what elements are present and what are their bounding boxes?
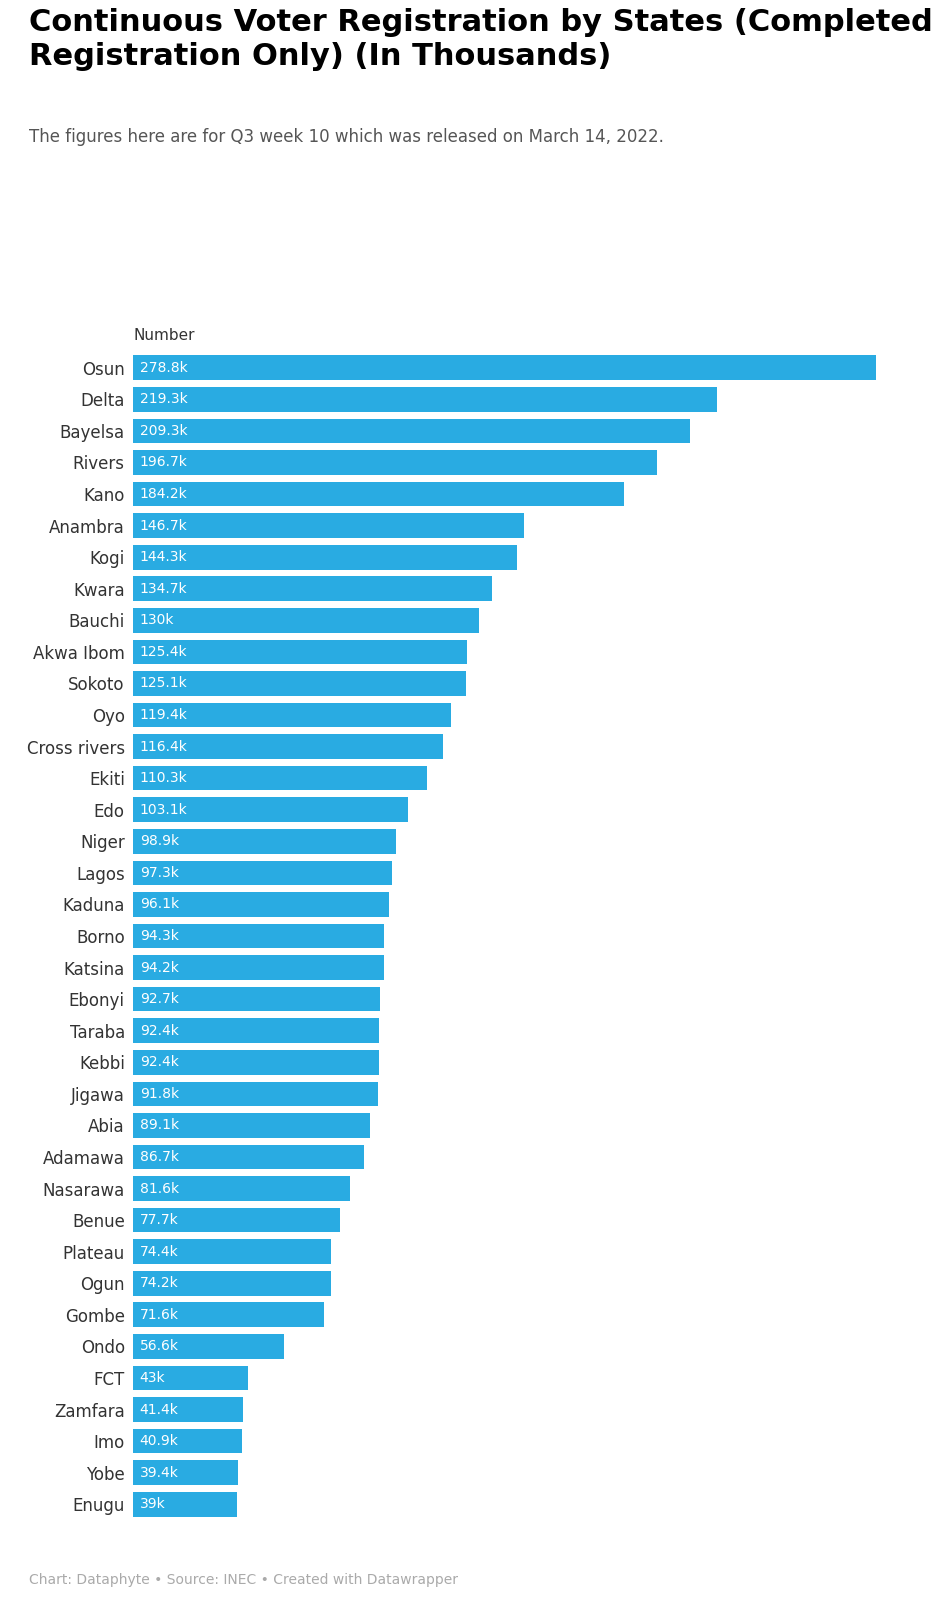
Bar — [133, 450, 657, 475]
Text: 86.7k: 86.7k — [140, 1150, 179, 1163]
Text: 184.2k: 184.2k — [140, 486, 187, 501]
Bar — [133, 1461, 238, 1485]
Bar — [133, 1050, 379, 1075]
Text: Number: Number — [133, 328, 195, 342]
Text: 209.3k: 209.3k — [140, 424, 187, 438]
Bar — [133, 1334, 283, 1358]
Text: 92.4k: 92.4k — [140, 1024, 179, 1038]
Bar — [133, 1270, 331, 1296]
Text: 96.1k: 96.1k — [140, 898, 179, 912]
Bar — [133, 861, 392, 885]
Text: 92.4k: 92.4k — [140, 1056, 179, 1069]
Text: Continuous Voter Registration by States (Completed
Registration Only) (In Thousa: Continuous Voter Registration by States … — [29, 8, 932, 70]
Bar — [133, 387, 717, 411]
Text: 144.3k: 144.3k — [140, 550, 187, 565]
Bar — [133, 419, 690, 443]
Bar — [133, 797, 408, 822]
Text: 91.8k: 91.8k — [140, 1086, 179, 1101]
Text: 81.6k: 81.6k — [140, 1181, 179, 1195]
Text: 278.8k: 278.8k — [140, 360, 187, 374]
Bar — [133, 355, 876, 381]
Bar — [133, 1429, 243, 1453]
Bar — [133, 640, 467, 664]
Bar — [133, 766, 427, 790]
Bar — [133, 1176, 350, 1202]
Bar — [133, 702, 451, 728]
Text: 56.6k: 56.6k — [140, 1339, 179, 1354]
Text: Chart: Dataphyte • Source: INEC • Created with Datawrapper: Chart: Dataphyte • Source: INEC • Create… — [29, 1573, 457, 1587]
Text: 94.3k: 94.3k — [140, 930, 179, 942]
Bar — [133, 923, 384, 949]
Text: 40.9k: 40.9k — [140, 1434, 179, 1448]
Bar — [133, 1208, 340, 1232]
Bar — [133, 1144, 364, 1170]
Text: 74.2k: 74.2k — [140, 1277, 179, 1290]
Text: 39.4k: 39.4k — [140, 1466, 179, 1480]
Text: 125.4k: 125.4k — [140, 645, 187, 659]
Bar — [133, 1240, 331, 1264]
Text: 110.3k: 110.3k — [140, 771, 187, 786]
Bar — [133, 734, 443, 758]
Text: 77.7k: 77.7k — [140, 1213, 179, 1227]
Text: 94.2k: 94.2k — [140, 960, 179, 974]
Bar — [133, 1366, 247, 1390]
Bar — [133, 1018, 379, 1043]
Bar — [133, 893, 389, 917]
Text: 89.1k: 89.1k — [140, 1118, 179, 1133]
Text: 71.6k: 71.6k — [140, 1307, 179, 1322]
Text: 119.4k: 119.4k — [140, 709, 187, 722]
Bar — [133, 955, 384, 979]
Bar — [133, 1302, 323, 1326]
Text: 103.1k: 103.1k — [140, 803, 187, 816]
Text: 97.3k: 97.3k — [140, 866, 179, 880]
Text: 134.7k: 134.7k — [140, 582, 187, 595]
Bar — [133, 576, 492, 602]
Text: 41.4k: 41.4k — [140, 1403, 179, 1416]
Text: 39k: 39k — [140, 1498, 165, 1512]
Bar — [133, 987, 380, 1011]
Bar — [133, 482, 624, 506]
Bar — [133, 1082, 378, 1106]
Text: 219.3k: 219.3k — [140, 392, 187, 406]
Text: 43k: 43k — [140, 1371, 165, 1386]
Bar — [133, 514, 524, 538]
Bar — [133, 546, 517, 570]
Text: 92.7k: 92.7k — [140, 992, 179, 1006]
Bar — [133, 829, 397, 854]
Text: 146.7k: 146.7k — [140, 518, 187, 533]
Bar — [133, 1114, 370, 1138]
Text: 116.4k: 116.4k — [140, 739, 187, 754]
Text: The figures here are for Q3 week 10 which was released on March 14, 2022.: The figures here are for Q3 week 10 whic… — [29, 128, 664, 146]
Text: 125.1k: 125.1k — [140, 677, 187, 691]
Bar — [133, 608, 479, 632]
Bar — [133, 1397, 243, 1422]
Text: 98.9k: 98.9k — [140, 834, 179, 848]
Bar — [133, 670, 466, 696]
Text: 196.7k: 196.7k — [140, 456, 187, 469]
Text: 130k: 130k — [140, 613, 174, 627]
Text: 74.4k: 74.4k — [140, 1245, 179, 1259]
Bar — [133, 1491, 237, 1517]
